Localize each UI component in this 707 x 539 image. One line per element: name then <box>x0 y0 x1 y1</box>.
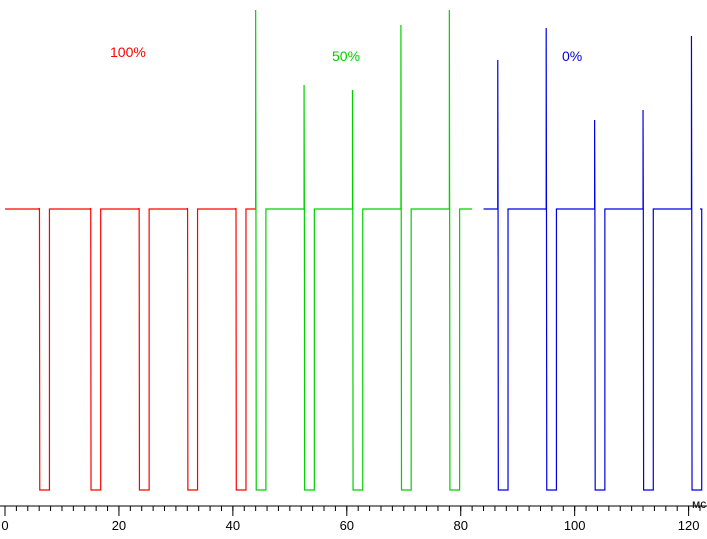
plot-area <box>0 0 707 539</box>
series-label-0%: 0% <box>562 48 582 64</box>
series-label-50%: 50% <box>332 48 360 64</box>
oscilloscope-chart: мс 0 20 40 60 80 100 120 100% 50% 0% <box>0 0 707 539</box>
x-tick-label: 120 <box>678 518 700 533</box>
x-tick-label: 20 <box>112 518 126 533</box>
x-axis-unit-label: мс <box>692 497 706 511</box>
series-label-100%: 100% <box>110 44 146 60</box>
x-tick-label: 60 <box>340 518 354 533</box>
x-tick-label: 100 <box>564 518 586 533</box>
series-0% <box>484 28 702 490</box>
x-tick-label: 80 <box>454 518 468 533</box>
series-50% <box>256 10 472 490</box>
x-tick-label: 40 <box>226 518 240 533</box>
x-tick-label: 0 <box>1 518 8 533</box>
series-100% <box>5 208 256 490</box>
